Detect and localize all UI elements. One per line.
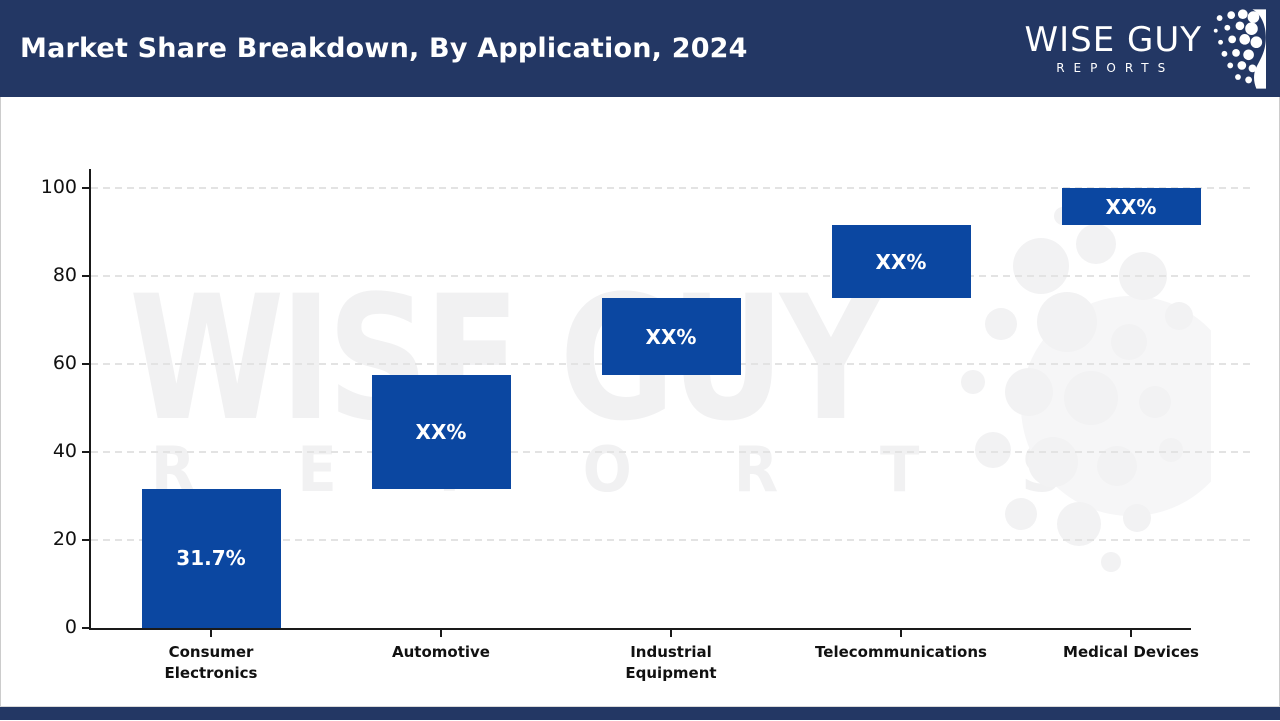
- brand-logo: WISE GUY REPORTS: [1024, 8, 1280, 89]
- dotted-face-icon: [1213, 8, 1266, 89]
- y-tick: [82, 363, 90, 365]
- y-axis-line: [89, 169, 91, 630]
- bar-segment: XX%: [601, 298, 741, 375]
- y-tick: [82, 539, 90, 541]
- bar-segment: XX%: [831, 225, 971, 298]
- x-category-label: Telecommunications: [815, 643, 987, 661]
- x-tick: [670, 630, 672, 637]
- gridline: [91, 187, 1254, 189]
- x-category-label: Automotive: [392, 643, 490, 661]
- bar-value-label: XX%: [875, 249, 927, 274]
- y-tick: [82, 187, 90, 189]
- x-category-label: Medical Devices: [1063, 643, 1199, 661]
- gridline: [91, 451, 1254, 453]
- watermark-subtext: R E P O R T S: [151, 433, 1104, 506]
- bar-segment: XX%: [1061, 188, 1201, 226]
- brand-logo-text: WISE GUY REPORTS: [1024, 23, 1202, 75]
- x-category-label: Consumer Electronics: [164, 643, 258, 682]
- y-tick-label: 20: [52, 528, 77, 550]
- y-tick: [82, 627, 90, 629]
- y-tick-label: 0: [64, 616, 77, 638]
- bar-value-label: XX%: [1105, 194, 1157, 219]
- bar-value-label: XX%: [415, 419, 467, 444]
- x-tick: [210, 630, 212, 637]
- bar-segment: XX%: [371, 375, 511, 489]
- header-band: Market Share Breakdown, By Application, …: [0, 0, 1280, 97]
- y-tick-label: 40: [52, 440, 77, 462]
- bar-value-label: XX%: [645, 324, 697, 349]
- y-tick: [82, 451, 90, 453]
- y-tick-label: 60: [52, 352, 77, 374]
- footer-band: [0, 706, 1280, 720]
- y-tick-label: 80: [52, 264, 77, 286]
- x-tick: [1130, 630, 1132, 637]
- page-title: Market Share Breakdown, By Application, …: [20, 33, 748, 64]
- bar-segment: 31.7%: [141, 488, 281, 628]
- gridline: [91, 275, 1254, 277]
- x-category-label: Industrial Equipment: [625, 643, 717, 682]
- y-tick: [82, 275, 90, 277]
- x-tick: [440, 630, 442, 637]
- gridline: [91, 539, 1254, 541]
- y-tick-label: 100: [40, 176, 77, 198]
- x-tick: [900, 630, 902, 637]
- logo-subtext: REPORTS: [1056, 60, 1175, 75]
- bar-value-label: 31.7%: [176, 546, 246, 571]
- logo-wordmark: WISE GUY: [1024, 19, 1202, 60]
- x-axis-line: [89, 628, 1191, 630]
